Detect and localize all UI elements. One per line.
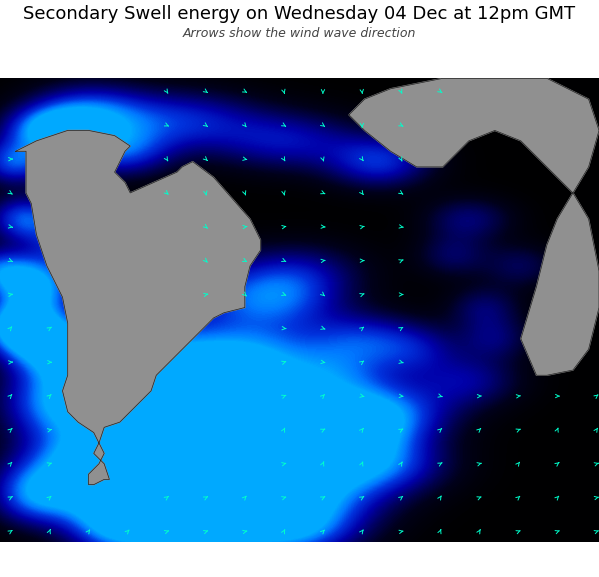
Polygon shape [16,130,261,485]
Text: Secondary Swell energy on Wednesday 04 Dec at 12pm GMT: Secondary Swell energy on Wednesday 04 D… [23,5,576,23]
Text: Arrows show the wind wave direction: Arrows show the wind wave direction [183,27,416,40]
Polygon shape [349,78,599,375]
